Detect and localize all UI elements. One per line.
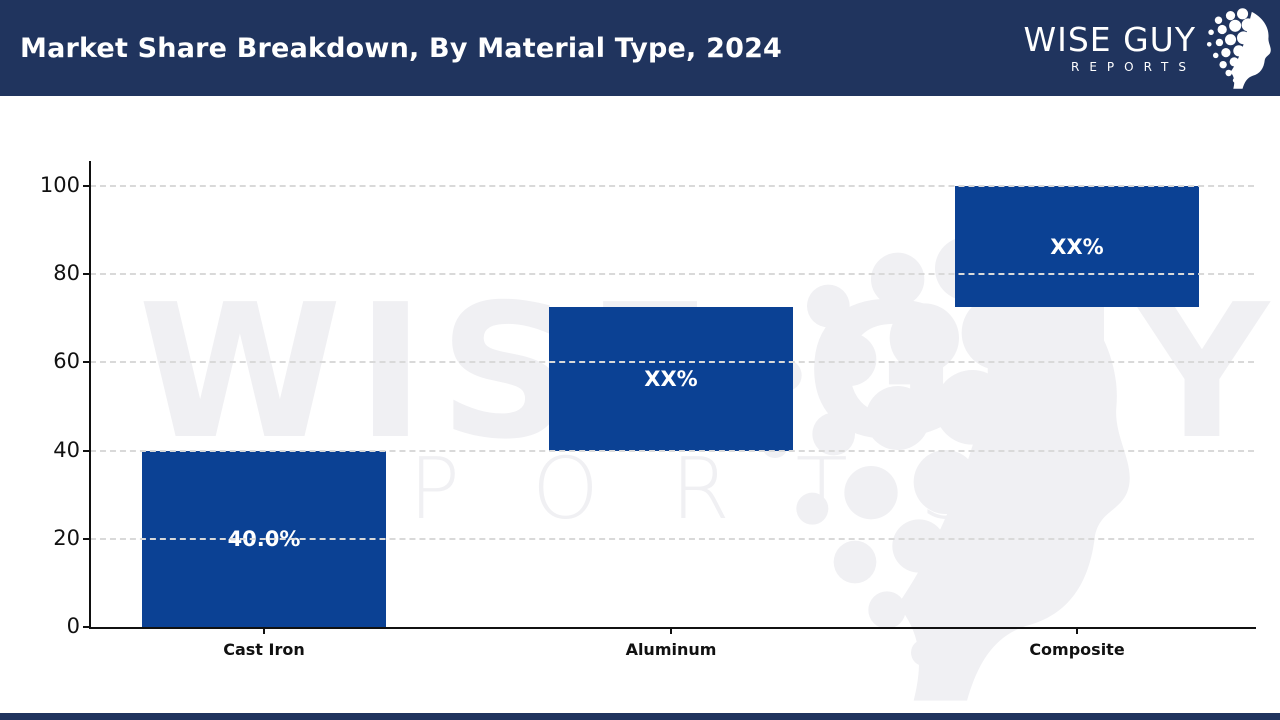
y-tick-label-60: 60 xyxy=(53,349,80,374)
wiseguy-logo: WISE GUY REPORTS xyxy=(1023,4,1274,92)
gridline-100 xyxy=(90,185,1254,187)
y-tick-100 xyxy=(83,185,90,187)
footer-bar xyxy=(0,713,1280,720)
logo-wordmark: WISE GUY xyxy=(1023,20,1196,59)
bar-aluminum: XX% xyxy=(549,307,793,451)
y-tick-0 xyxy=(83,626,90,628)
y-tick-40 xyxy=(83,449,90,452)
gridline-40 xyxy=(90,449,1254,452)
bar-composite: XX% xyxy=(955,186,1199,308)
y-tick-label-40: 40 xyxy=(53,437,80,462)
wiseguy-head-icon xyxy=(1206,8,1271,89)
x-tick-label-2: Composite xyxy=(1029,640,1125,659)
x-tick-label-0: Cast Iron xyxy=(223,640,305,659)
y-tick-20 xyxy=(83,537,90,540)
y-axis-line xyxy=(89,161,91,629)
x-tick-0 xyxy=(263,627,265,634)
logo-subtitle: REPORTS xyxy=(1070,60,1196,74)
bar-value-label: XX% xyxy=(644,366,698,391)
logo-text: WISE GUY REPORTS xyxy=(1023,20,1196,75)
x-tick-label-1: Aluminum xyxy=(625,640,717,659)
y-tick-60 xyxy=(83,361,90,364)
gridline-80 xyxy=(90,273,1254,276)
chart-title: Market Share Breakdown, By Material Type… xyxy=(20,32,783,64)
gridline-20 xyxy=(90,537,1254,540)
header-bar: Market Share Breakdown, By Material Type… xyxy=(0,0,1280,96)
y-tick-label-0: 0 xyxy=(66,614,80,638)
gridline-60 xyxy=(90,361,1254,364)
x-tick-1 xyxy=(670,627,672,634)
y-tick-80 xyxy=(83,273,90,276)
y-tick-label-20: 20 xyxy=(53,525,80,550)
y-tick-label-80: 80 xyxy=(53,261,80,286)
x-tick-2 xyxy=(1076,627,1078,634)
bar-value-label: XX% xyxy=(1050,234,1104,259)
y-tick-label-100: 100 xyxy=(39,173,80,197)
x-axis-line xyxy=(89,627,1256,629)
chart-area: WISE GUY REPORTS 02040608010040.0%XX%XX%… xyxy=(0,96,1280,713)
